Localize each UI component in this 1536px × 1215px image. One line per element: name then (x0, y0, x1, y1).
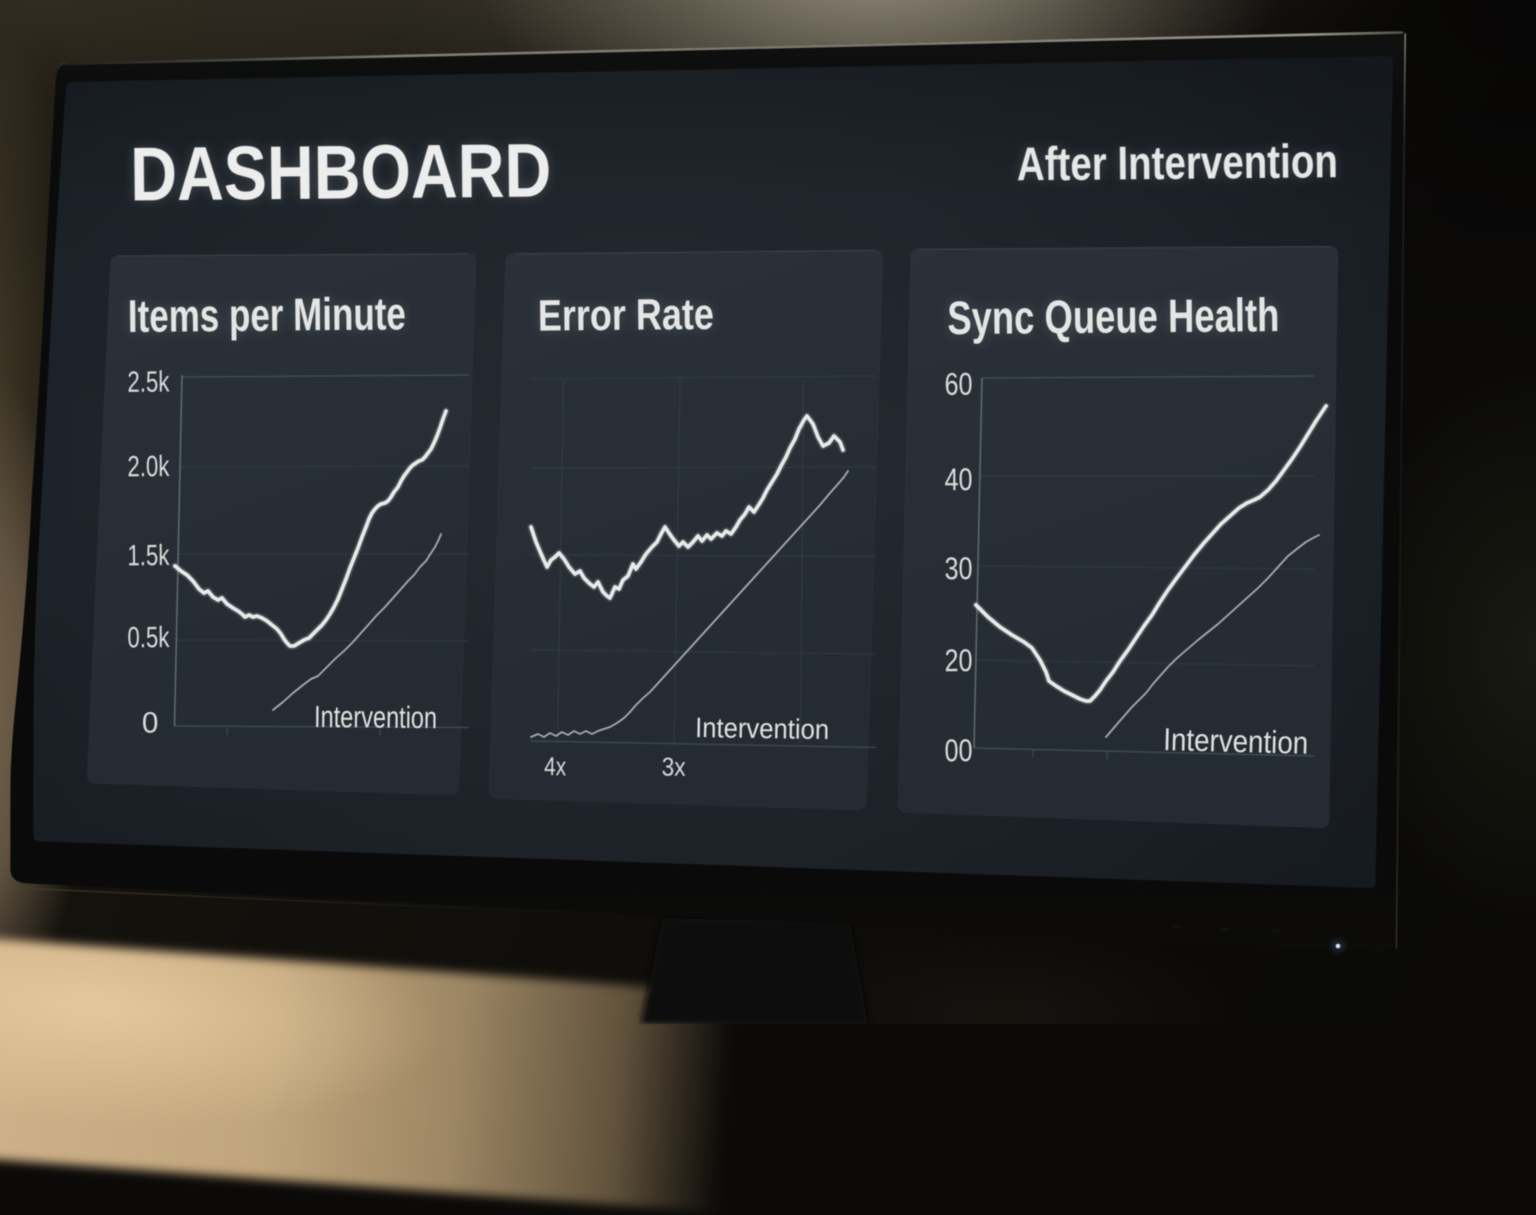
svg-text:Error Rate: Error Rate (538, 290, 714, 341)
svg-text:Intervention: Intervention (314, 700, 437, 735)
svg-text:2.5k: 2.5k (127, 365, 169, 398)
svg-text:Sync Queue Health: Sync Queue Health (947, 288, 1279, 344)
svg-text:After Intervention: After Intervention (1017, 134, 1339, 190)
svg-text:Intervention: Intervention (1163, 721, 1309, 761)
svg-text:DASHBOARD: DASHBOARD (130, 128, 552, 217)
svg-text:After Intervention: After Intervention (1017, 134, 1339, 190)
svg-text:Error Rate: Error Rate (538, 290, 714, 341)
svg-text:30: 30 (944, 550, 972, 586)
svg-text:1.5k: 1.5k (127, 539, 169, 572)
svg-text:40: 40 (944, 461, 972, 497)
svg-text:Items per Minute: Items per Minute (128, 287, 406, 342)
svg-text:Sync Queue Health: Sync Queue Health (947, 288, 1279, 344)
svg-text:4x: 4x (544, 751, 567, 781)
svg-text:0: 0 (142, 707, 159, 740)
svg-text:2.0k: 2.0k (127, 450, 169, 483)
svg-text:DASHBOARD: DASHBOARD (130, 128, 552, 217)
svg-text:3x: 3x (661, 752, 686, 782)
svg-text:Items per Minute: Items per Minute (128, 287, 406, 342)
svg-text:00: 00 (944, 732, 972, 768)
svg-text:Intervention: Intervention (695, 712, 829, 745)
svg-text:20: 20 (944, 642, 972, 678)
svg-text:60: 60 (944, 366, 972, 402)
svg-text:0.5k: 0.5k (127, 621, 169, 654)
